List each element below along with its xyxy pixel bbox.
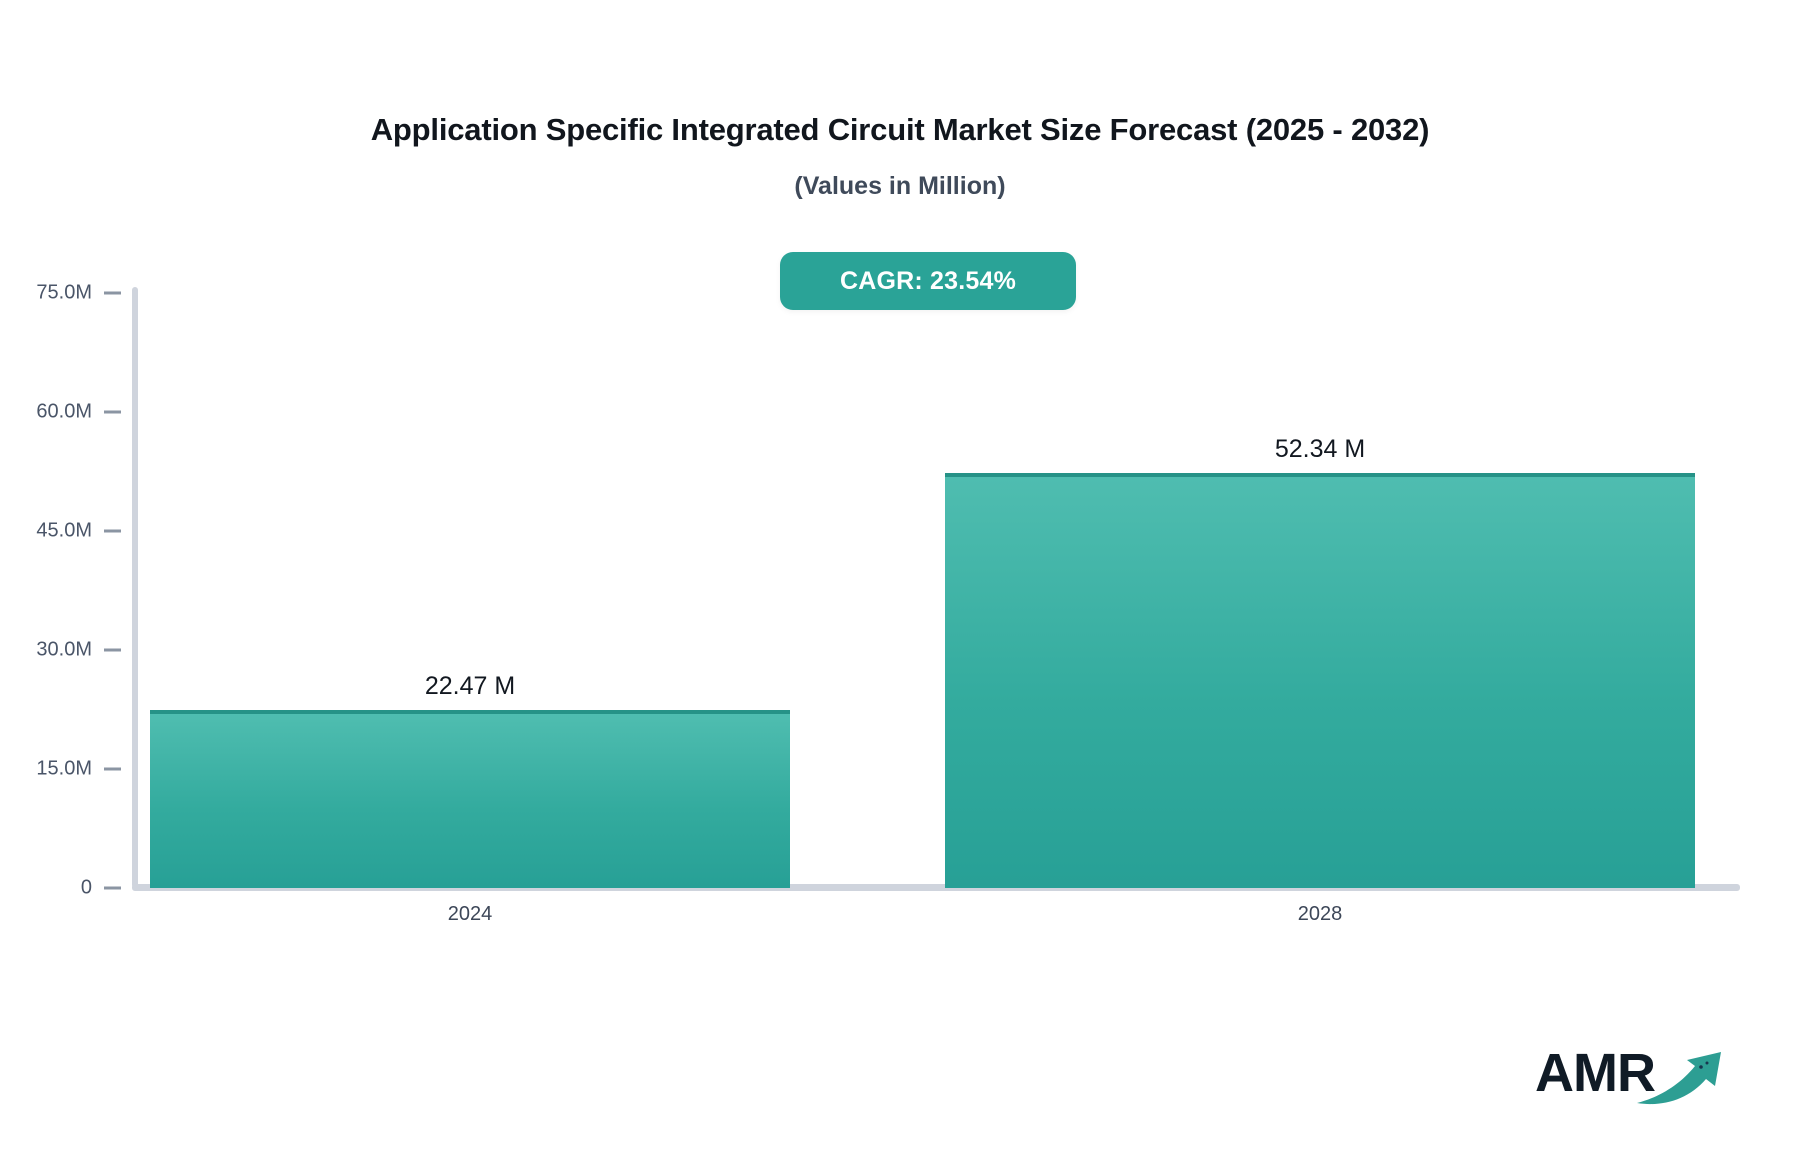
y-axis-line <box>132 287 138 888</box>
y-axis-tick-label: 75.0M <box>36 281 92 304</box>
bar-value-label: 52.34 M <box>1274 434 1366 463</box>
y-axis-tick-mark <box>104 291 121 295</box>
y-axis-tick-mark <box>104 767 121 771</box>
x-axis-tick-label: 2024 <box>447 903 493 925</box>
page-title: Application Specific Integrated Circuit … <box>370 112 1430 147</box>
growth-arrow-icon <box>1637 1052 1721 1105</box>
chart-subtitle: (Values in Million) <box>794 172 1006 200</box>
amr-logo-text: AMR <box>1535 1043 1656 1103</box>
y-axis-tick-mark <box>104 648 121 652</box>
y-axis-tick-label: 30.0M <box>36 638 92 661</box>
bar-value-label: 22.47 M <box>424 671 516 700</box>
amr-logo: AMR <box>1535 1042 1725 1112</box>
bar[interactable] <box>150 709 790 888</box>
x-axis-line <box>132 884 1740 891</box>
y-axis-tick-label: 0 <box>80 876 92 899</box>
y-axis-tick-label: 15.0M <box>36 757 92 780</box>
y-axis-tick-label: 60.0M <box>36 400 92 423</box>
y-axis-tick-label: 45.0M <box>36 519 92 542</box>
y-axis-tick-mark <box>104 529 121 533</box>
y-axis-tick-mark <box>104 886 121 890</box>
x-axis-tick-label: 2028 <box>1297 903 1343 925</box>
cagr-badge-label: CAGR: 23.54% <box>839 266 1017 295</box>
cagr-badge: CAGR: 23.54% <box>780 252 1076 310</box>
y-axis-tick-mark <box>104 410 121 414</box>
bar[interactable] <box>945 472 1695 888</box>
